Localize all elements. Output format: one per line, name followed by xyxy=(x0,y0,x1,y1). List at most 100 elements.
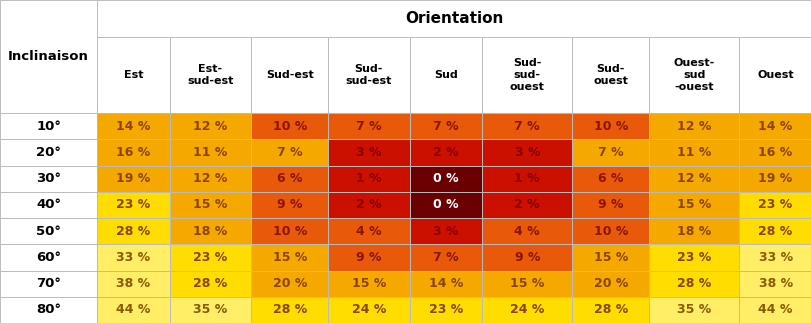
Bar xyxy=(409,37,482,113)
Text: 28 %: 28 % xyxy=(272,303,307,316)
Bar xyxy=(0,297,97,323)
Bar xyxy=(409,244,482,270)
Text: 23 %: 23 % xyxy=(757,198,792,211)
Bar xyxy=(482,218,572,244)
Bar xyxy=(572,192,649,218)
Bar xyxy=(328,270,409,297)
Bar xyxy=(0,192,97,218)
Bar xyxy=(97,113,169,139)
Bar xyxy=(482,270,572,297)
Bar xyxy=(97,244,169,270)
Bar xyxy=(649,139,738,165)
Text: 23 %: 23 % xyxy=(193,251,227,264)
Text: 7 %: 7 % xyxy=(514,120,539,133)
Text: 1 %: 1 % xyxy=(356,172,381,185)
Bar xyxy=(649,244,738,270)
Text: 6 %: 6 % xyxy=(277,172,302,185)
Bar xyxy=(409,113,482,139)
Bar xyxy=(97,37,169,113)
Bar xyxy=(482,165,572,192)
Bar xyxy=(169,297,251,323)
Bar xyxy=(328,165,409,192)
Bar xyxy=(409,165,482,192)
Bar xyxy=(649,113,738,139)
Bar xyxy=(251,37,328,113)
Bar xyxy=(251,244,328,270)
Text: 18 %: 18 % xyxy=(193,225,227,238)
Text: Sud-
sud-
ouest: Sud- sud- ouest xyxy=(509,58,544,92)
Text: Sud: Sud xyxy=(434,70,457,80)
Bar xyxy=(97,139,169,165)
Bar xyxy=(738,270,811,297)
Text: 28 %: 28 % xyxy=(757,225,792,238)
Text: 3 %: 3 % xyxy=(433,225,458,238)
Bar xyxy=(738,218,811,244)
Text: 80°: 80° xyxy=(36,303,61,316)
Text: 9 %: 9 % xyxy=(356,251,381,264)
Text: 70°: 70° xyxy=(36,277,61,290)
Bar xyxy=(482,192,572,218)
Bar xyxy=(649,297,738,323)
Text: 15 %: 15 % xyxy=(509,277,544,290)
Bar xyxy=(328,192,409,218)
Bar xyxy=(251,139,328,165)
Bar xyxy=(0,270,97,297)
Text: 19 %: 19 % xyxy=(116,172,150,185)
Text: 9 %: 9 % xyxy=(597,198,623,211)
Bar xyxy=(251,113,328,139)
Text: 11 %: 11 % xyxy=(676,146,710,159)
Text: 60°: 60° xyxy=(36,251,61,264)
Bar xyxy=(649,270,738,297)
Bar xyxy=(649,218,738,244)
Bar xyxy=(572,113,649,139)
Text: 38 %: 38 % xyxy=(757,277,792,290)
Bar xyxy=(482,139,572,165)
Text: 2 %: 2 % xyxy=(356,198,381,211)
Bar xyxy=(572,165,649,192)
Bar xyxy=(572,218,649,244)
Bar xyxy=(572,139,649,165)
Text: 14 %: 14 % xyxy=(428,277,462,290)
Bar xyxy=(572,37,649,113)
Bar xyxy=(649,192,738,218)
Text: 35 %: 35 % xyxy=(193,303,227,316)
Bar xyxy=(251,297,328,323)
Text: 6 %: 6 % xyxy=(597,172,623,185)
Bar xyxy=(409,297,482,323)
Text: 28 %: 28 % xyxy=(193,277,227,290)
Bar xyxy=(0,139,97,165)
Text: Est: Est xyxy=(123,70,143,80)
Text: 24 %: 24 % xyxy=(351,303,385,316)
Text: 50°: 50° xyxy=(36,225,61,238)
Text: 4 %: 4 % xyxy=(514,225,539,238)
Text: 15 %: 15 % xyxy=(351,277,385,290)
Bar xyxy=(482,297,572,323)
Text: 4 %: 4 % xyxy=(356,225,381,238)
Text: 23 %: 23 % xyxy=(428,303,462,316)
Bar xyxy=(738,192,811,218)
Bar xyxy=(169,37,251,113)
Bar xyxy=(328,37,409,113)
Text: 14 %: 14 % xyxy=(757,120,792,133)
Text: 11 %: 11 % xyxy=(193,146,227,159)
Bar xyxy=(482,244,572,270)
Text: 12 %: 12 % xyxy=(193,120,227,133)
Bar xyxy=(169,218,251,244)
Text: 20 %: 20 % xyxy=(593,277,627,290)
Text: 38 %: 38 % xyxy=(116,277,150,290)
Text: 7 %: 7 % xyxy=(277,146,303,159)
Text: 0 %: 0 % xyxy=(432,198,458,211)
Bar xyxy=(251,218,328,244)
Text: 28 %: 28 % xyxy=(593,303,627,316)
Bar xyxy=(97,192,169,218)
Bar xyxy=(251,165,328,192)
Text: 30°: 30° xyxy=(36,172,61,185)
Bar xyxy=(328,139,409,165)
Text: Sud-
ouest: Sud- ouest xyxy=(593,64,628,86)
Bar xyxy=(169,165,251,192)
Text: Ouest-
sud
-ouest: Ouest- sud -ouest xyxy=(673,58,714,92)
Bar xyxy=(328,113,409,139)
Bar xyxy=(572,270,649,297)
Text: Ouest: Ouest xyxy=(757,70,793,80)
Text: 44 %: 44 % xyxy=(757,303,792,316)
